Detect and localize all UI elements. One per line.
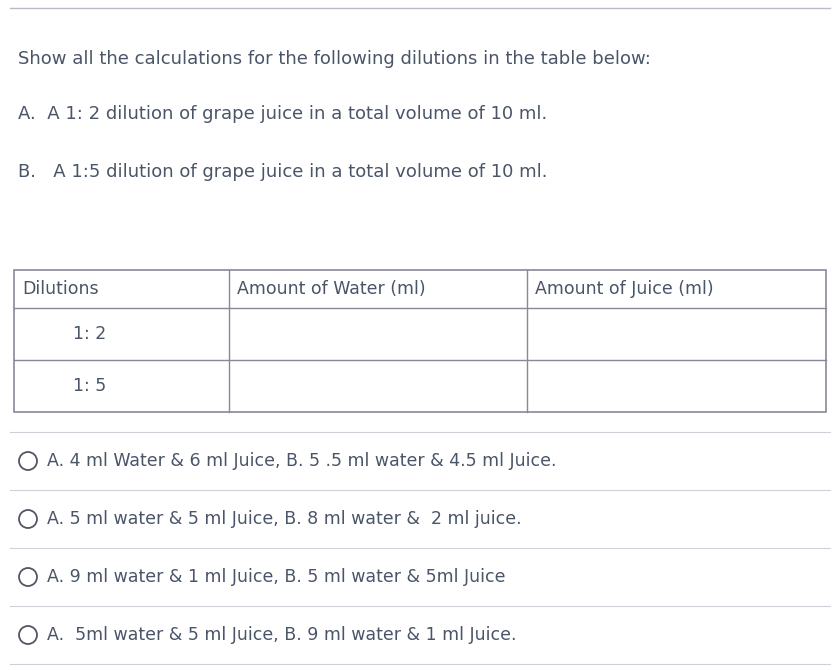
- Text: Amount of Water (ml): Amount of Water (ml): [237, 280, 426, 298]
- Text: Dilutions: Dilutions: [22, 280, 98, 298]
- Text: A.  5ml water & 5 ml Juice, B. 9 ml water & 1 ml Juice.: A. 5ml water & 5 ml Juice, B. 9 ml water…: [47, 626, 517, 644]
- Text: A. 9 ml water & 1 ml Juice, B. 5 ml water & 5ml Juice: A. 9 ml water & 1 ml Juice, B. 5 ml wate…: [47, 568, 506, 586]
- Text: B.   A 1:5 dilution of grape juice in a total volume of 10 ml.: B. A 1:5 dilution of grape juice in a to…: [18, 163, 548, 181]
- Text: 1: 2: 1: 2: [73, 325, 106, 343]
- Text: A. 4 ml Water & 6 ml Juice, B. 5 .5 ml water & 4.5 ml Juice.: A. 4 ml Water & 6 ml Juice, B. 5 .5 ml w…: [47, 452, 557, 470]
- Text: Show all the calculations for the following dilutions in the table below:: Show all the calculations for the follow…: [18, 50, 651, 68]
- Text: A.  A 1: 2 dilution of grape juice in a total volume of 10 ml.: A. A 1: 2 dilution of grape juice in a t…: [18, 105, 547, 123]
- Bar: [14, 270, 826, 412]
- Text: A. 5 ml water & 5 ml Juice, B. 8 ml water &  2 ml juice.: A. 5 ml water & 5 ml Juice, B. 8 ml wate…: [47, 510, 522, 528]
- Text: Amount of Juice (ml): Amount of Juice (ml): [535, 280, 714, 298]
- Text: 1: 5: 1: 5: [73, 377, 106, 395]
